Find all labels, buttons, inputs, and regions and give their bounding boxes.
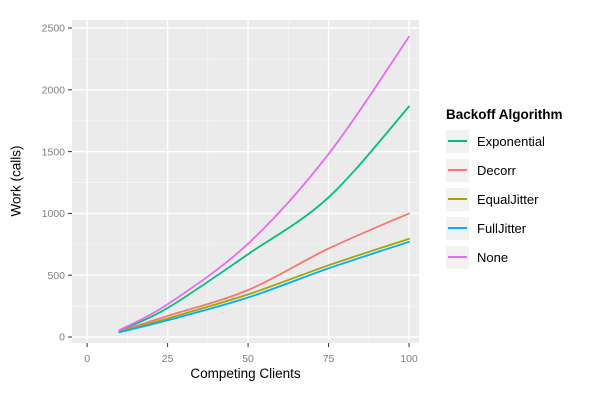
plot-panel bbox=[72, 20, 419, 343]
x-axis-title: Competing Clients bbox=[190, 366, 301, 381]
legend-item-label: FullJitter bbox=[477, 220, 527, 236]
series-line-equaljitter bbox=[118, 237, 410, 333]
legend-key-line bbox=[448, 256, 467, 258]
legend-item-label: None bbox=[477, 249, 509, 265]
legend-key-swatch bbox=[446, 158, 469, 182]
legend-item-exponential: Exponential bbox=[443, 129, 563, 153]
legend-title: Backoff Algorithm bbox=[446, 107, 563, 122]
legend-item-fulljitter: FullJitter bbox=[443, 216, 563, 240]
series-line-none bbox=[118, 35, 410, 332]
y-tick-label: 2500 bbox=[42, 23, 66, 35]
legend-key-swatch bbox=[446, 216, 469, 240]
series-line-decorr bbox=[118, 212, 410, 333]
y-tick-label: 1500 bbox=[42, 146, 66, 158]
legend-key-line bbox=[448, 169, 467, 171]
y-axis-title: Work (calls) bbox=[8, 145, 24, 217]
series-line-fulljitter bbox=[118, 240, 410, 334]
legend-key-swatch bbox=[446, 129, 469, 153]
legend-items: Exponential Decorr EqualJitter FullJitter No… bbox=[443, 129, 563, 269]
legend-key-swatch bbox=[446, 245, 469, 269]
series-line-exponential bbox=[118, 105, 410, 332]
legend: Backoff Algorithm Exponential Decorr Equal… bbox=[443, 107, 563, 274]
x-tick-label: 100 bbox=[400, 353, 418, 365]
y-tick-label: 0 bbox=[59, 332, 65, 344]
legend-item-equaljitter: EqualJitter bbox=[443, 187, 563, 211]
x-tick-label: 75 bbox=[323, 353, 335, 365]
y-tick-label: 2000 bbox=[42, 85, 66, 97]
x-tick-label: 0 bbox=[84, 353, 90, 365]
legend-item-none: None bbox=[443, 245, 563, 269]
legend-item-label: Exponential bbox=[477, 133, 545, 149]
legend-item-label: EqualJitter bbox=[477, 191, 539, 207]
legend-item-decorr: Decorr bbox=[443, 158, 563, 182]
x-tick-label: 50 bbox=[242, 353, 254, 365]
legend-item-label: Decorr bbox=[477, 162, 517, 178]
legend-key-swatch bbox=[446, 187, 469, 211]
y-tick-label: 1000 bbox=[42, 208, 66, 220]
legend-key-line bbox=[448, 227, 467, 229]
legend-key-line bbox=[448, 140, 467, 142]
x-tick-label: 25 bbox=[162, 353, 174, 365]
y-tick-label: 500 bbox=[47, 270, 65, 282]
legend-key-line bbox=[448, 198, 467, 200]
